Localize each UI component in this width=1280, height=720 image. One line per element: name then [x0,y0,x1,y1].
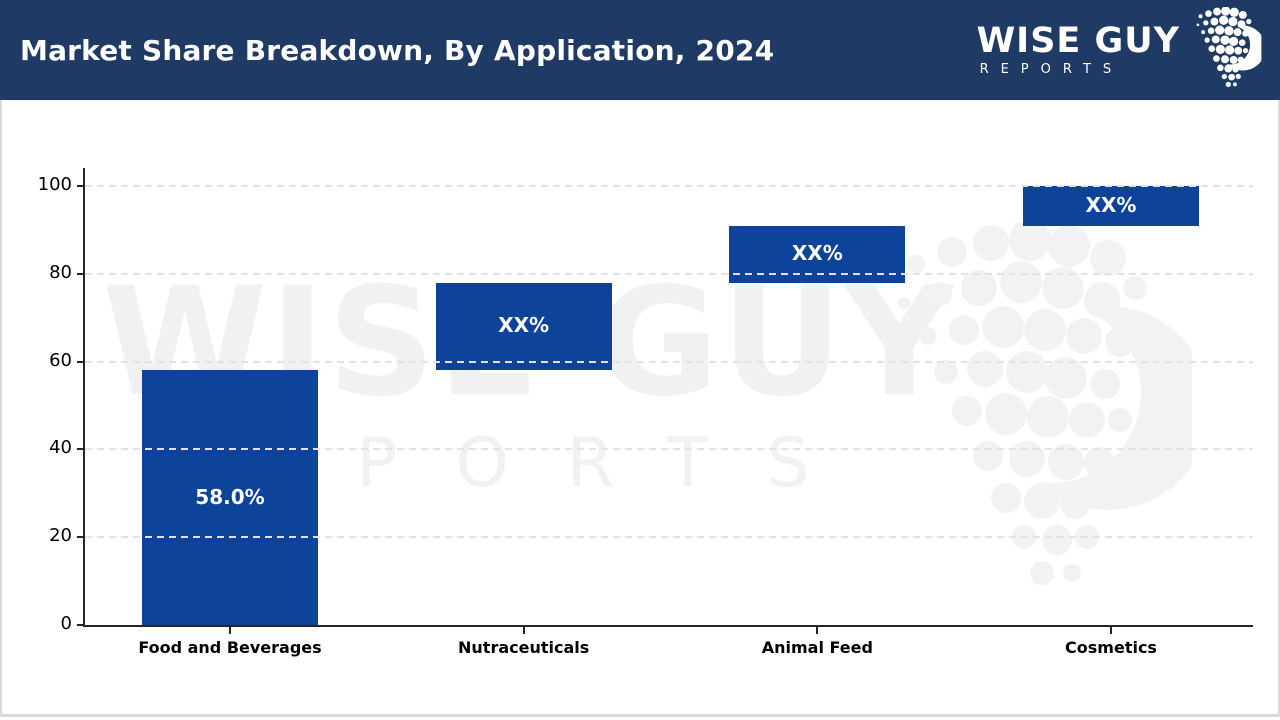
x-axis-label: Cosmetics [1065,638,1157,657]
x-tick [229,627,231,634]
wiseguy-logo: WISE GUY REPORTS [977,6,1266,94]
watermark-face-icon [862,222,1192,612]
header: Market Share Breakdown, By Application, … [0,0,1280,100]
gridline [85,185,1253,187]
bar-value-label: XX% [498,313,550,338]
logo-wordmark: WISE GUY REPORTS [976,21,1180,77]
bar-value-label: XX% [1085,192,1137,217]
x-tick [1110,627,1112,634]
x-axis-label: Food and Beverages [138,638,322,657]
gridline [85,272,1253,275]
bar-value-label: 58.0% [195,484,265,509]
y-tick [77,272,84,275]
x-axis-label: Nutraceuticals [458,638,590,657]
y-tick [77,624,84,626]
x-tick [522,627,525,634]
y-tick-label: 80 [49,261,72,283]
bar [142,370,318,625]
y-axis-line [83,168,85,627]
x-tick [816,627,819,634]
bar [1023,186,1199,226]
logo-line1: WISE GUY [976,21,1180,61]
gridline [85,360,1253,363]
y-tick [77,185,84,187]
gridline [85,536,1253,539]
y-tick-label: 100 [37,174,72,195]
page-title: Market Share Breakdown, By Application, … [20,33,775,67]
logo-face-icon [1188,7,1262,93]
y-tick [77,536,84,539]
y-tick [77,448,84,451]
y-tick-label: 0 [60,613,72,634]
x-axis-line [83,625,1253,627]
y-tick-label: 20 [49,525,72,547]
y-tick [77,360,84,363]
bar-value-label: XX% [791,241,843,266]
logo-line2: REPORTS [979,62,1124,77]
y-tick-label: 60 [49,349,72,371]
x-axis-label: Animal Feed [761,638,873,657]
y-tick-label: 40 [49,437,72,459]
gridline [85,448,1253,451]
bar [435,282,612,371]
